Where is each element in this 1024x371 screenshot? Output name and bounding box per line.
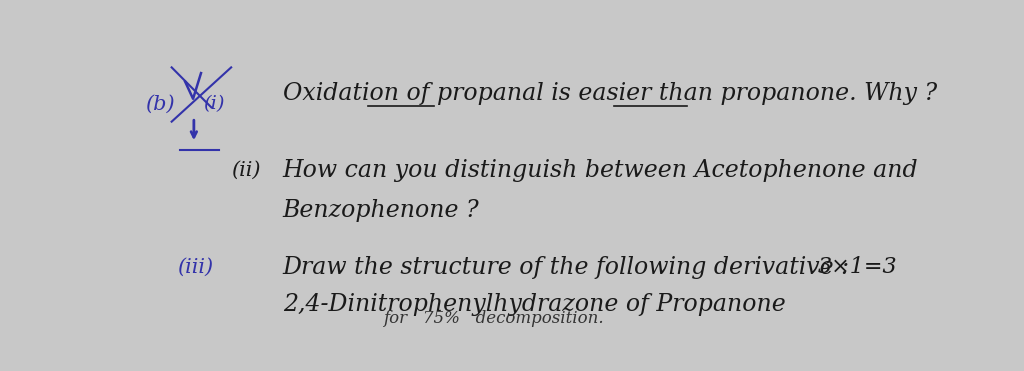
Text: Draw the structure of the following derivative :: Draw the structure of the following deri… [283, 256, 850, 279]
Text: (iii): (iii) [177, 258, 213, 277]
Text: (i): (i) [204, 95, 225, 114]
Text: Benzophenone ?: Benzophenone ? [283, 199, 479, 222]
Text: 2,4-Dinitrophenylhydrazone of Propanone: 2,4-Dinitrophenylhydrazone of Propanone [283, 293, 785, 316]
Text: How can you distinguish between Acetophenone and: How can you distinguish between Acetophe… [283, 159, 919, 182]
Text: (b): (b) [145, 95, 175, 114]
Text: (ii): (ii) [231, 161, 261, 180]
Text: Oxidation of propanal is easier than propanone. Why ?: Oxidation of propanal is easier than pro… [283, 82, 937, 105]
Text: 3×1=3: 3×1=3 [818, 256, 898, 278]
Text: for   75%   decomposition.: for 75% decomposition. [383, 310, 603, 327]
